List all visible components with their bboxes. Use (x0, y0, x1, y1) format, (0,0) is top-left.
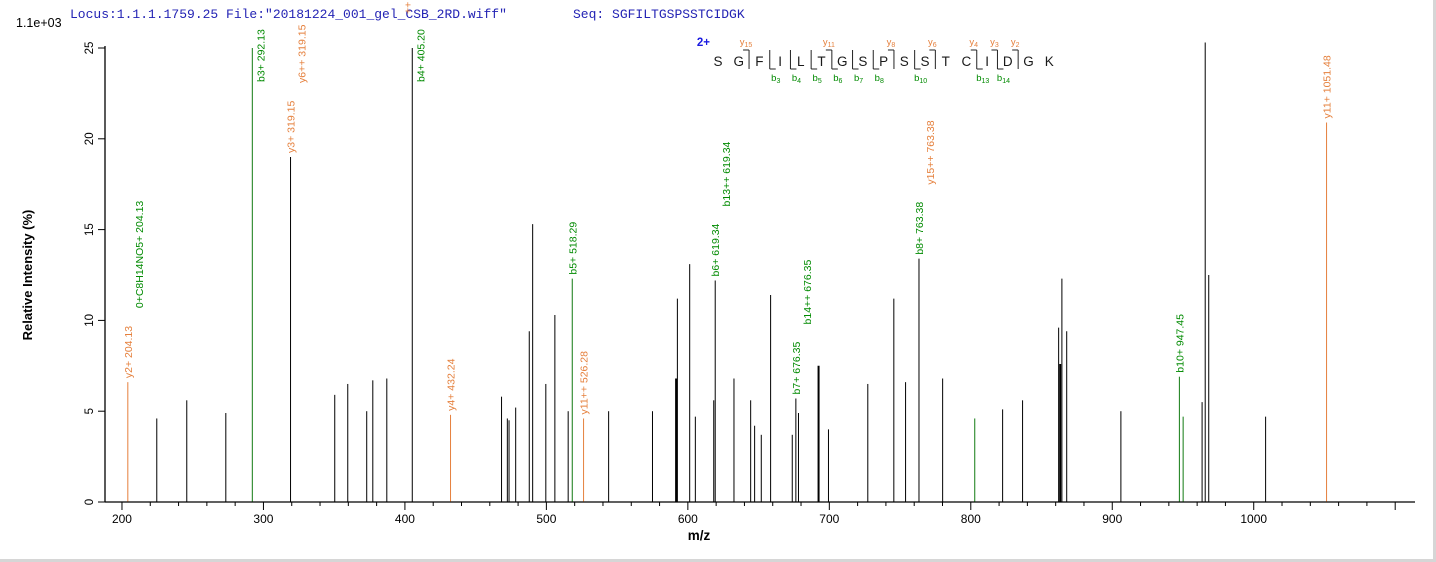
y-ion-label: y11 (823, 37, 835, 49)
y-ion-label: y3 (990, 37, 999, 49)
peak-label: y4+ 432.24 (446, 358, 458, 410)
y-tick-label: 0 (84, 499, 96, 505)
y-ion-label: y8 (887, 37, 896, 49)
y-ion-label: y2 (1011, 37, 1020, 49)
y-ion-label: y6 (928, 37, 937, 49)
residue: S (920, 54, 929, 69)
y-axis-title: Relative Intensity (%) (20, 210, 35, 341)
residue: T (817, 54, 825, 69)
residue: F (755, 54, 763, 69)
peak-label: b5+ 518.29 (567, 222, 579, 275)
peak-label: b6+ 619.34 (710, 223, 722, 276)
b-ion-label: b8 (875, 73, 884, 85)
y-tick-label: 15 (84, 223, 96, 236)
x-tick-label: 700 (819, 512, 839, 526)
b-ion-label: b3 (771, 73, 780, 85)
peak-label: y6++ 319.15 (297, 24, 309, 83)
peak-label: 0+C8H14NO5+ 204.13 (134, 201, 146, 309)
peak-label: y3+ 319.15 (286, 101, 298, 153)
y-ion-label: y4 (969, 37, 978, 49)
seq-label: Seq: (573, 7, 605, 22)
seq-value: SGFILTGSPSSTCIDGK (612, 7, 745, 22)
residue: L (797, 54, 805, 69)
b-ion-label: b6 (833, 73, 842, 85)
x-tick-label: 800 (961, 512, 981, 526)
residue: I (985, 54, 989, 69)
y-tick-label: 25 (84, 42, 96, 55)
residue: G (733, 54, 744, 69)
residue: D (1003, 54, 1013, 69)
peak-label: b13++ 619.34 (721, 141, 733, 206)
y-ion-label: y15 (740, 37, 753, 49)
peak-label: ++ (402, 2, 414, 14)
residue: S (900, 54, 909, 69)
sequence-header: Seq: SGFILTGSPSSTCIDGK (573, 7, 745, 22)
peak-label: y11+ 1051.48 (1322, 55, 1334, 118)
residue: K (1045, 54, 1054, 69)
peak-label: b7+ 676.35 (791, 341, 803, 394)
y-tick-label: 20 (84, 132, 96, 145)
y-scale-note: 1.1e+03 (16, 16, 62, 30)
b-ion-label: b5 (813, 73, 822, 85)
peak-label: b8+ 763.38 (914, 202, 926, 255)
precursor-charge: 2+ (697, 37, 710, 49)
x-axis-title: m/z (688, 528, 711, 543)
peak-label: b3+ 292.13 (255, 29, 267, 82)
b-ion-label: b13 (976, 73, 989, 85)
x-tick-label: 300 (253, 512, 273, 526)
x-tick-label: 400 (395, 512, 415, 526)
x-tick-label: 200 (112, 512, 132, 526)
peak-label: b14++ 676.35 (802, 260, 814, 325)
peak-label: b4+ 405.20 (415, 29, 427, 82)
peak-label: y11++ 526.28 (579, 351, 591, 415)
b-ion-label: b7 (854, 73, 863, 85)
y-tick-label: 10 (84, 314, 96, 327)
residue: S (713, 54, 722, 69)
x-tick-label: 900 (1102, 512, 1122, 526)
residue: G (837, 54, 848, 69)
residue: P (879, 54, 888, 69)
residue: S (858, 54, 867, 69)
residue: T (942, 54, 950, 69)
peak-label: y15++ 763.38 (925, 120, 937, 184)
b-ion-label: b4 (792, 73, 801, 85)
residue: I (778, 54, 782, 69)
x-tick-label: 1000 (1240, 512, 1267, 526)
locus-file-text: Locus:1.1.1.1759.25 File:"20181224_001_g… (70, 7, 507, 22)
residue: C (962, 54, 972, 69)
b-ion-label: b14 (997, 73, 1010, 85)
b-ion-label: b10 (914, 73, 927, 85)
x-tick-label: 600 (678, 512, 698, 526)
y-tick-label: 5 (84, 408, 96, 414)
residue: G (1023, 54, 1034, 69)
x-tick-label: 500 (536, 512, 556, 526)
peak-label: y2+ 204.13 (123, 326, 135, 378)
peak-label: b10+ 947.45 (1174, 314, 1186, 373)
